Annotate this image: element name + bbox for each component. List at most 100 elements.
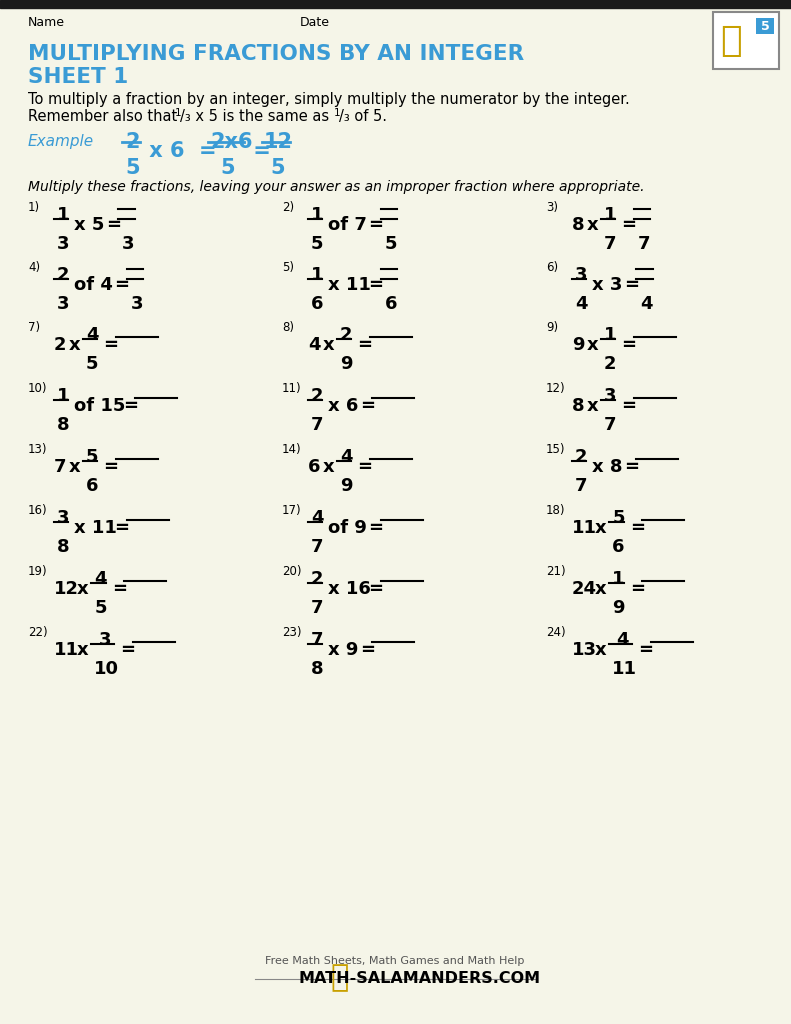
Text: 8: 8	[57, 416, 70, 434]
Text: of 15: of 15	[74, 397, 126, 415]
Text: 7): 7)	[28, 321, 40, 334]
Text: 12: 12	[54, 580, 79, 598]
Text: 6: 6	[86, 477, 98, 495]
Text: 20): 20)	[282, 565, 301, 578]
Text: 4: 4	[86, 326, 98, 344]
Text: 4: 4	[94, 570, 107, 588]
Text: 2: 2	[604, 355, 616, 373]
Text: 5: 5	[384, 234, 397, 253]
Text: 3: 3	[57, 509, 70, 527]
Text: 11: 11	[572, 519, 597, 537]
Text: 6): 6)	[546, 261, 558, 274]
Text: =: =	[106, 216, 121, 234]
Text: /₃ of 5.: /₃ of 5.	[339, 109, 387, 124]
Text: x 5: x 5	[74, 216, 105, 234]
Text: Example: Example	[28, 134, 94, 150]
Text: of 9: of 9	[328, 519, 367, 537]
Text: 9: 9	[340, 355, 353, 373]
Text: 🦎: 🦎	[331, 963, 349, 992]
Text: =: =	[123, 397, 138, 415]
Text: =: =	[112, 580, 127, 598]
Text: 17): 17)	[282, 504, 301, 517]
Text: 5): 5)	[282, 261, 294, 274]
Text: 8: 8	[572, 216, 585, 234]
Text: 9: 9	[612, 599, 625, 617]
Text: 1: 1	[57, 206, 70, 224]
Text: 7: 7	[54, 458, 66, 476]
Text: MATH-SALAMANDERS.COM: MATH-SALAMANDERS.COM	[299, 971, 541, 986]
Text: x: x	[586, 397, 598, 415]
Text: 4: 4	[575, 295, 588, 313]
Text: x 6  =: x 6 =	[142, 141, 217, 161]
Text: 12): 12)	[546, 382, 566, 395]
Text: 2: 2	[311, 570, 324, 588]
Text: 3: 3	[575, 266, 588, 284]
Text: x 11: x 11	[74, 519, 117, 537]
Text: 24: 24	[572, 580, 597, 598]
Text: 5: 5	[125, 158, 140, 178]
Text: 1: 1	[311, 206, 324, 224]
Bar	[713, 12, 779, 69]
Text: 6: 6	[612, 538, 625, 556]
Text: 1: 1	[311, 266, 324, 284]
Text: x: x	[69, 336, 80, 354]
Text: x: x	[586, 216, 598, 234]
Text: 1: 1	[612, 570, 625, 588]
Text: x: x	[77, 580, 89, 598]
Text: 4: 4	[616, 631, 629, 649]
Text: =: =	[104, 458, 119, 476]
Text: 11: 11	[54, 641, 79, 659]
Text: 1: 1	[57, 387, 70, 406]
Text: 14): 14)	[282, 443, 301, 456]
Text: =: =	[624, 458, 639, 476]
Text: =: =	[369, 216, 384, 234]
Text: 2: 2	[54, 336, 66, 354]
Text: 2: 2	[311, 387, 324, 406]
Text: 5: 5	[612, 509, 625, 527]
Text: 1: 1	[604, 206, 616, 224]
Text: =: =	[358, 458, 373, 476]
Text: x 8: x 8	[592, 458, 623, 476]
Text: 4: 4	[311, 509, 324, 527]
Text: x: x	[586, 336, 598, 354]
Text: 9: 9	[572, 336, 585, 354]
Text: =: =	[120, 641, 135, 659]
Text: To multiply a fraction by an integer, simply multiply the numerator by the integ: To multiply a fraction by an integer, si…	[28, 92, 630, 106]
Text: Date: Date	[300, 16, 330, 29]
Text: 15): 15)	[546, 443, 566, 456]
Text: 18): 18)	[546, 504, 566, 517]
Text: x 9: x 9	[328, 641, 359, 659]
Text: 4: 4	[340, 449, 353, 466]
Text: =: =	[369, 580, 384, 598]
Text: Remember also that: Remember also that	[28, 109, 182, 124]
Text: =: =	[622, 397, 636, 415]
Text: 7: 7	[311, 599, 324, 617]
Text: Name: Name	[28, 16, 65, 29]
Text: =: =	[104, 336, 119, 354]
Text: MULTIPLYING FRACTIONS BY AN INTEGER: MULTIPLYING FRACTIONS BY AN INTEGER	[28, 44, 524, 63]
Text: 7: 7	[604, 234, 616, 253]
Text: 4): 4)	[28, 261, 40, 274]
Text: 3): 3)	[546, 201, 558, 214]
Text: 7: 7	[604, 416, 616, 434]
Text: 3: 3	[604, 387, 616, 406]
Text: 8: 8	[572, 397, 585, 415]
Text: 5: 5	[761, 19, 770, 33]
Text: 8: 8	[57, 538, 70, 556]
Text: 21): 21)	[546, 565, 566, 578]
Text: 10): 10)	[28, 382, 47, 395]
Bar	[756, 18, 774, 34]
Text: x 6: x 6	[328, 397, 359, 415]
Text: =: =	[114, 276, 129, 294]
Text: x: x	[323, 458, 334, 476]
Text: 4: 4	[640, 295, 653, 313]
Text: =: =	[630, 519, 645, 537]
Text: 1: 1	[604, 326, 616, 344]
Text: 1): 1)	[28, 201, 40, 214]
Text: 8): 8)	[282, 321, 294, 334]
Text: x 16: x 16	[328, 580, 371, 598]
Text: 2: 2	[575, 449, 588, 466]
Text: =: =	[114, 519, 129, 537]
Text: 9): 9)	[546, 321, 558, 334]
Text: 16): 16)	[28, 504, 47, 517]
